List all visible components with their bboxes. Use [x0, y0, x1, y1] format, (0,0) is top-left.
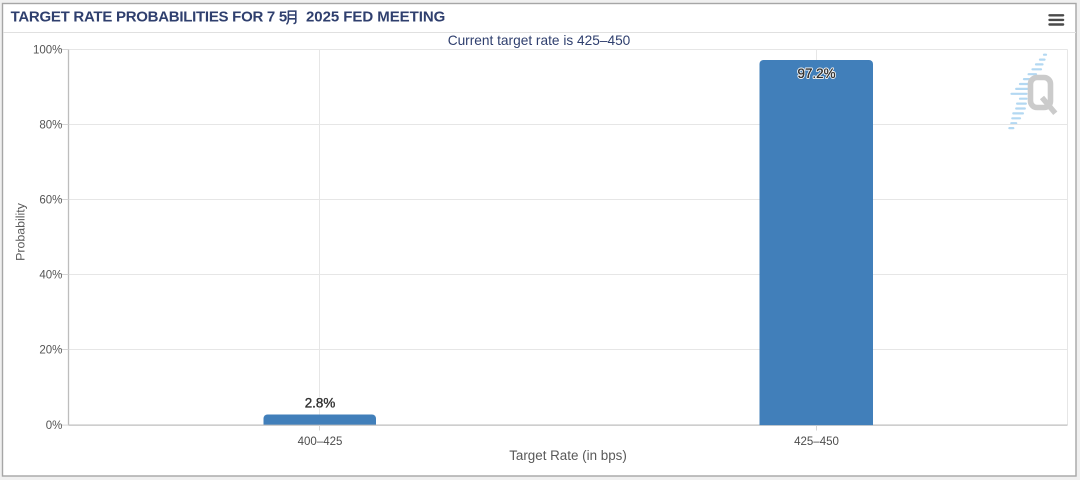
svg-text:40%: 40%: [39, 270, 62, 282]
svg-text:60%: 60%: [39, 195, 62, 207]
svg-text:20%: 20%: [39, 345, 62, 357]
svg-text:Probability: Probability: [14, 202, 28, 261]
svg-text:400–425: 400–425: [298, 436, 343, 448]
svg-text:425–450: 425–450: [794, 436, 839, 448]
svg-text:80%: 80%: [39, 120, 62, 132]
svg-text:2.8%: 2.8%: [305, 396, 336, 411]
svg-text:0%: 0%: [46, 420, 63, 432]
svg-text:97.2%: 97.2%: [798, 66, 836, 81]
svg-text:Target Rate (in bps): Target Rate (in bps): [509, 448, 627, 463]
svg-text:2025 FED MEETING: 2025 FED MEETING: [306, 9, 445, 26]
svg-text:Current target rate is 425–450: Current target rate is 425–450: [448, 33, 631, 48]
svg-text:100%: 100%: [33, 45, 62, 57]
svg-text:97.2%: 97.2%: [798, 66, 836, 81]
svg-text:TARGET RATE PROBABILITIES FOR: TARGET RATE PROBABILITIES FOR 7 5: [11, 9, 287, 26]
svg-text:2.8%: 2.8%: [305, 396, 336, 411]
